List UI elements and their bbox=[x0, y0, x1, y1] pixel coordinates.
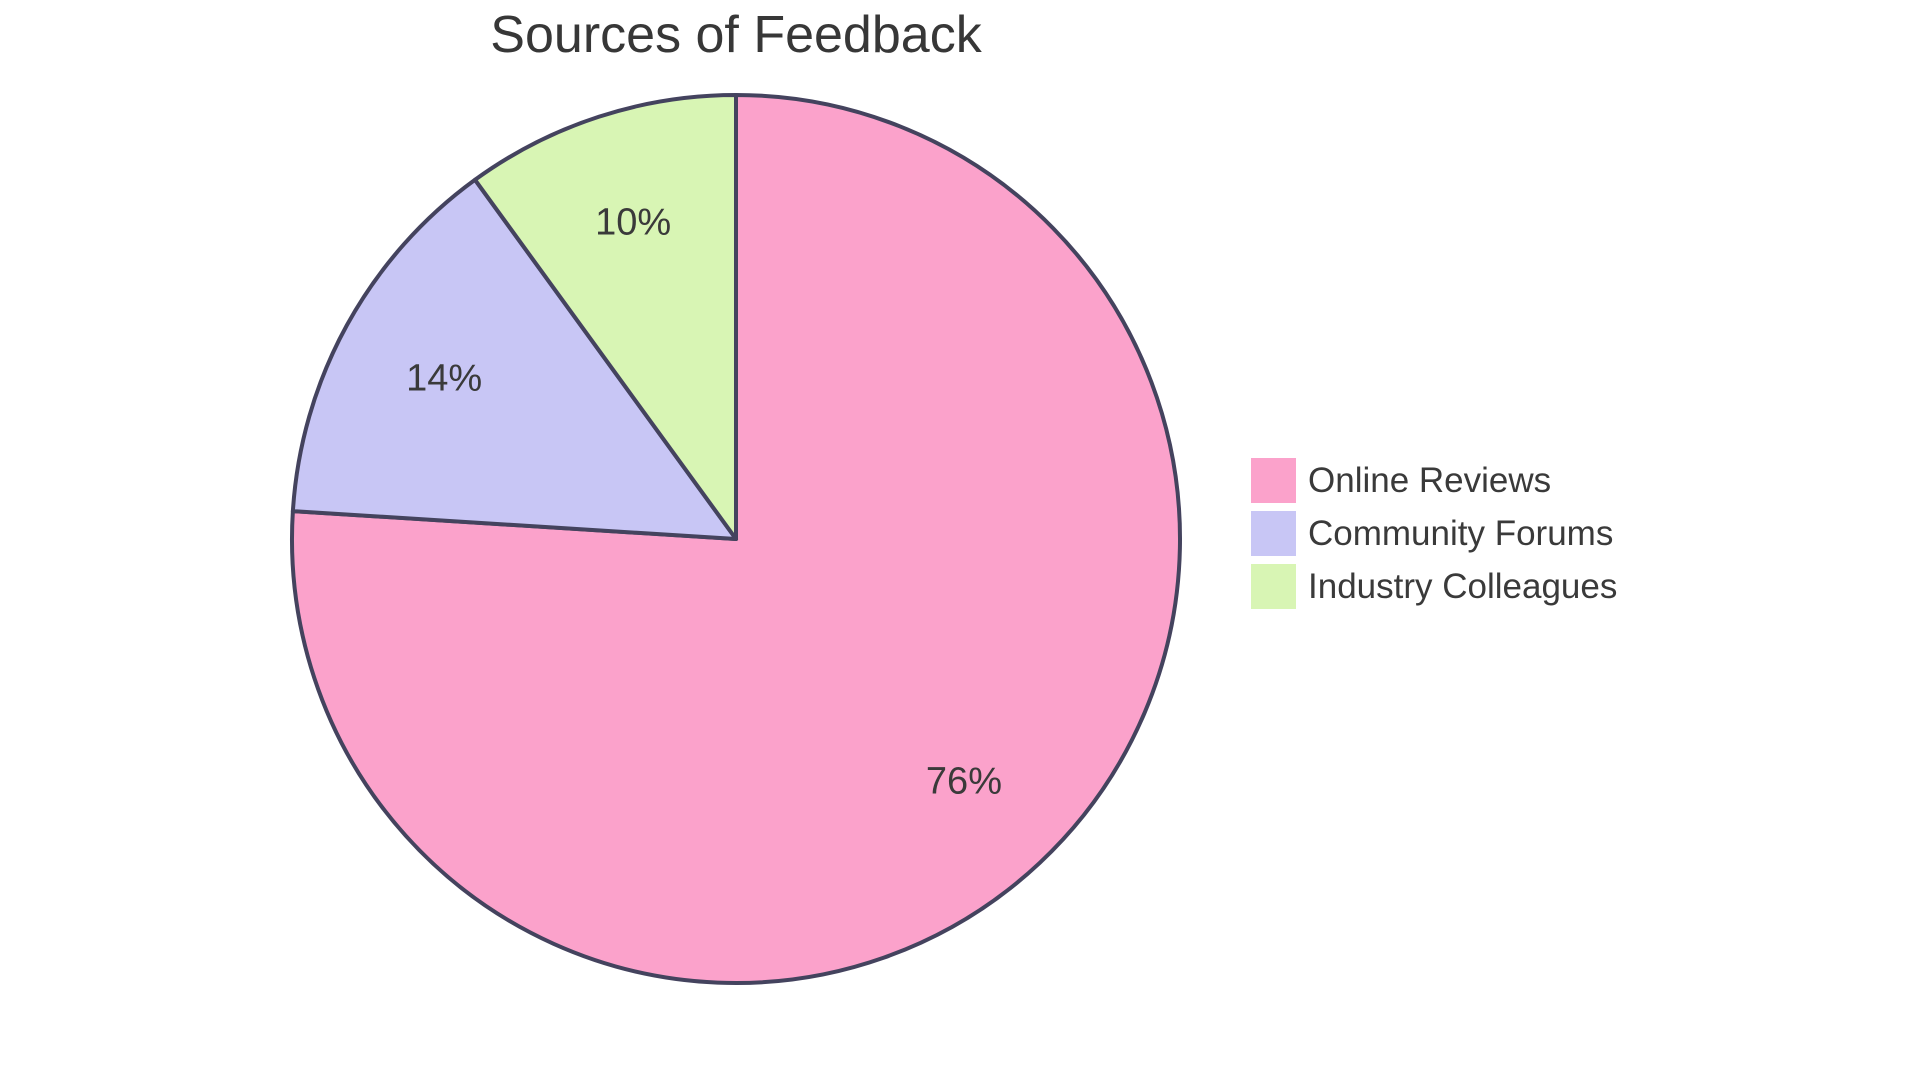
legend-swatch-1 bbox=[1251, 511, 1296, 556]
legend-swatch-2 bbox=[1251, 564, 1296, 609]
chart-title: Sources of Feedback bbox=[490, 6, 982, 64]
pie-slice-1 bbox=[290, 177, 738, 541]
legend-item-2: Industry Colleagues bbox=[1251, 564, 1617, 609]
slice-percent-label-2: 10% bbox=[595, 201, 671, 243]
legend-label-1: Community Forums bbox=[1308, 513, 1614, 553]
slice-percent-label-1: 14% bbox=[406, 358, 482, 400]
pie-slices: 76% 14% 10% bbox=[290, 93, 1182, 985]
legend-label-0: Online Reviews bbox=[1308, 460, 1552, 500]
legend-label-2: Industry Colleagues bbox=[1308, 566, 1618, 606]
pie-slice-2 bbox=[473, 93, 738, 541]
slice-percent-label-0: 76% bbox=[926, 761, 1002, 803]
legend-swatch-0 bbox=[1251, 458, 1296, 503]
legend-item-0: Online Reviews bbox=[1251, 458, 1617, 503]
legend: Online Reviews Community Forums Industry C… bbox=[1251, 458, 1617, 617]
legend-item-1: Community Forums bbox=[1251, 511, 1617, 556]
